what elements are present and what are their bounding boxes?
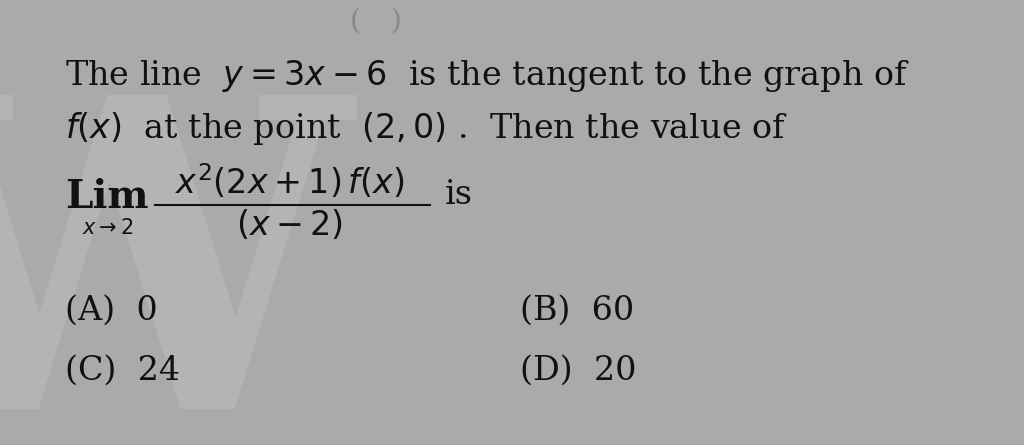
Text: (A)  0: (A) 0 xyxy=(65,295,158,327)
Text: $f(x)$  at the point  $(2, 0)$ .  Then the value of: $f(x)$ at the point $(2, 0)$ . Then the … xyxy=(65,110,787,147)
Text: $(x-2)$: $(x-2)$ xyxy=(237,208,344,242)
Text: is: is xyxy=(445,179,473,211)
Text: ): ) xyxy=(389,8,400,35)
Text: (: ( xyxy=(349,8,360,35)
Text: (C)  24: (C) 24 xyxy=(65,355,180,387)
Text: The line  $y = 3x - 6$  is the tangent to the graph of: The line $y = 3x - 6$ is the tangent to … xyxy=(65,58,909,94)
Text: W: W xyxy=(0,81,352,445)
Text: $x\to2$: $x\to2$ xyxy=(82,218,134,238)
Text: (D)  20: (D) 20 xyxy=(520,355,637,387)
Text: (B)  60: (B) 60 xyxy=(520,295,634,327)
Text: Lim: Lim xyxy=(65,178,148,216)
Text: $x^2(2x+1)\,f(x)$: $x^2(2x+1)\,f(x)$ xyxy=(175,162,404,201)
